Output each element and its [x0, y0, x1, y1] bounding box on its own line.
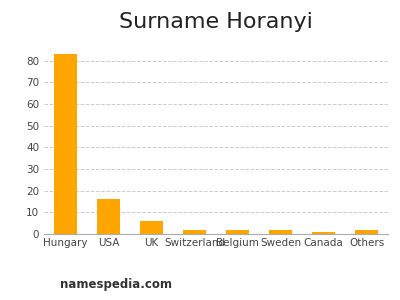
- Bar: [355, 230, 378, 234]
- Title: Surname Horanyi: Surname Horanyi: [119, 12, 313, 32]
- Bar: [269, 230, 292, 234]
- Bar: [183, 230, 206, 234]
- Text: namespedia.com: namespedia.com: [60, 278, 172, 291]
- Bar: [97, 199, 120, 234]
- Bar: [226, 230, 249, 234]
- Bar: [54, 54, 77, 234]
- Bar: [312, 232, 335, 234]
- Bar: [140, 221, 163, 234]
